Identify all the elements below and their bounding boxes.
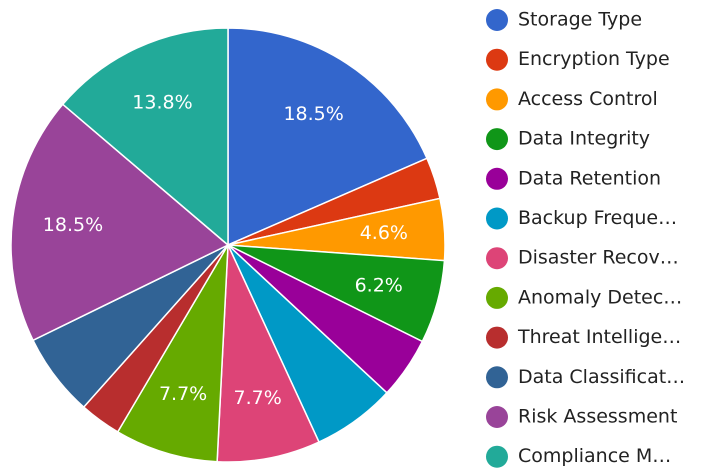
legend-swatch (486, 286, 508, 309)
legend-swatch (486, 445, 508, 468)
pie-slice (116, 244, 229, 463)
legend-label: Data Retention (518, 167, 661, 189)
legend-swatch (486, 366, 508, 389)
legend-label: Anomaly Detec… (518, 286, 682, 308)
legend-label: Encryption Type (518, 48, 670, 70)
legend-swatch (486, 207, 508, 230)
pie-slice (216, 244, 320, 463)
legend-label: Threat Intellige… (517, 326, 681, 348)
slice-label: 13.8% (132, 92, 192, 114)
legend-label: Disaster Recov… (518, 247, 679, 269)
pie-slice (61, 27, 229, 247)
slice-label: 18.5% (283, 103, 343, 125)
slice-label: 7.7% (234, 387, 282, 409)
legend-label: Data Classificat… (518, 366, 685, 388)
legend-swatch (486, 167, 508, 190)
legend-swatch (486, 406, 508, 428)
legend-label: Risk Assessment (518, 406, 677, 428)
slice-label: 7.7% (159, 383, 207, 405)
pie-slice (227, 27, 428, 247)
pie-slice (10, 103, 230, 342)
legend-swatch (486, 247, 508, 270)
legend-swatch (486, 48, 508, 71)
slice-label: 18.5% (43, 214, 103, 236)
legend-label: Data Integrity (518, 128, 650, 150)
legend-label: Compliance M… (518, 445, 671, 467)
legend-label: Access Control (518, 88, 658, 110)
legend-label: Storage Type (518, 9, 642, 31)
legend-swatch (486, 326, 508, 349)
legend-swatch (486, 88, 508, 111)
slice-label: 4.6% (360, 222, 408, 244)
legend-label: Backup Freque… (518, 207, 677, 229)
slice-label: 6.2% (355, 275, 403, 297)
legend-swatch (486, 128, 508, 151)
legend-swatch (486, 9, 508, 31)
